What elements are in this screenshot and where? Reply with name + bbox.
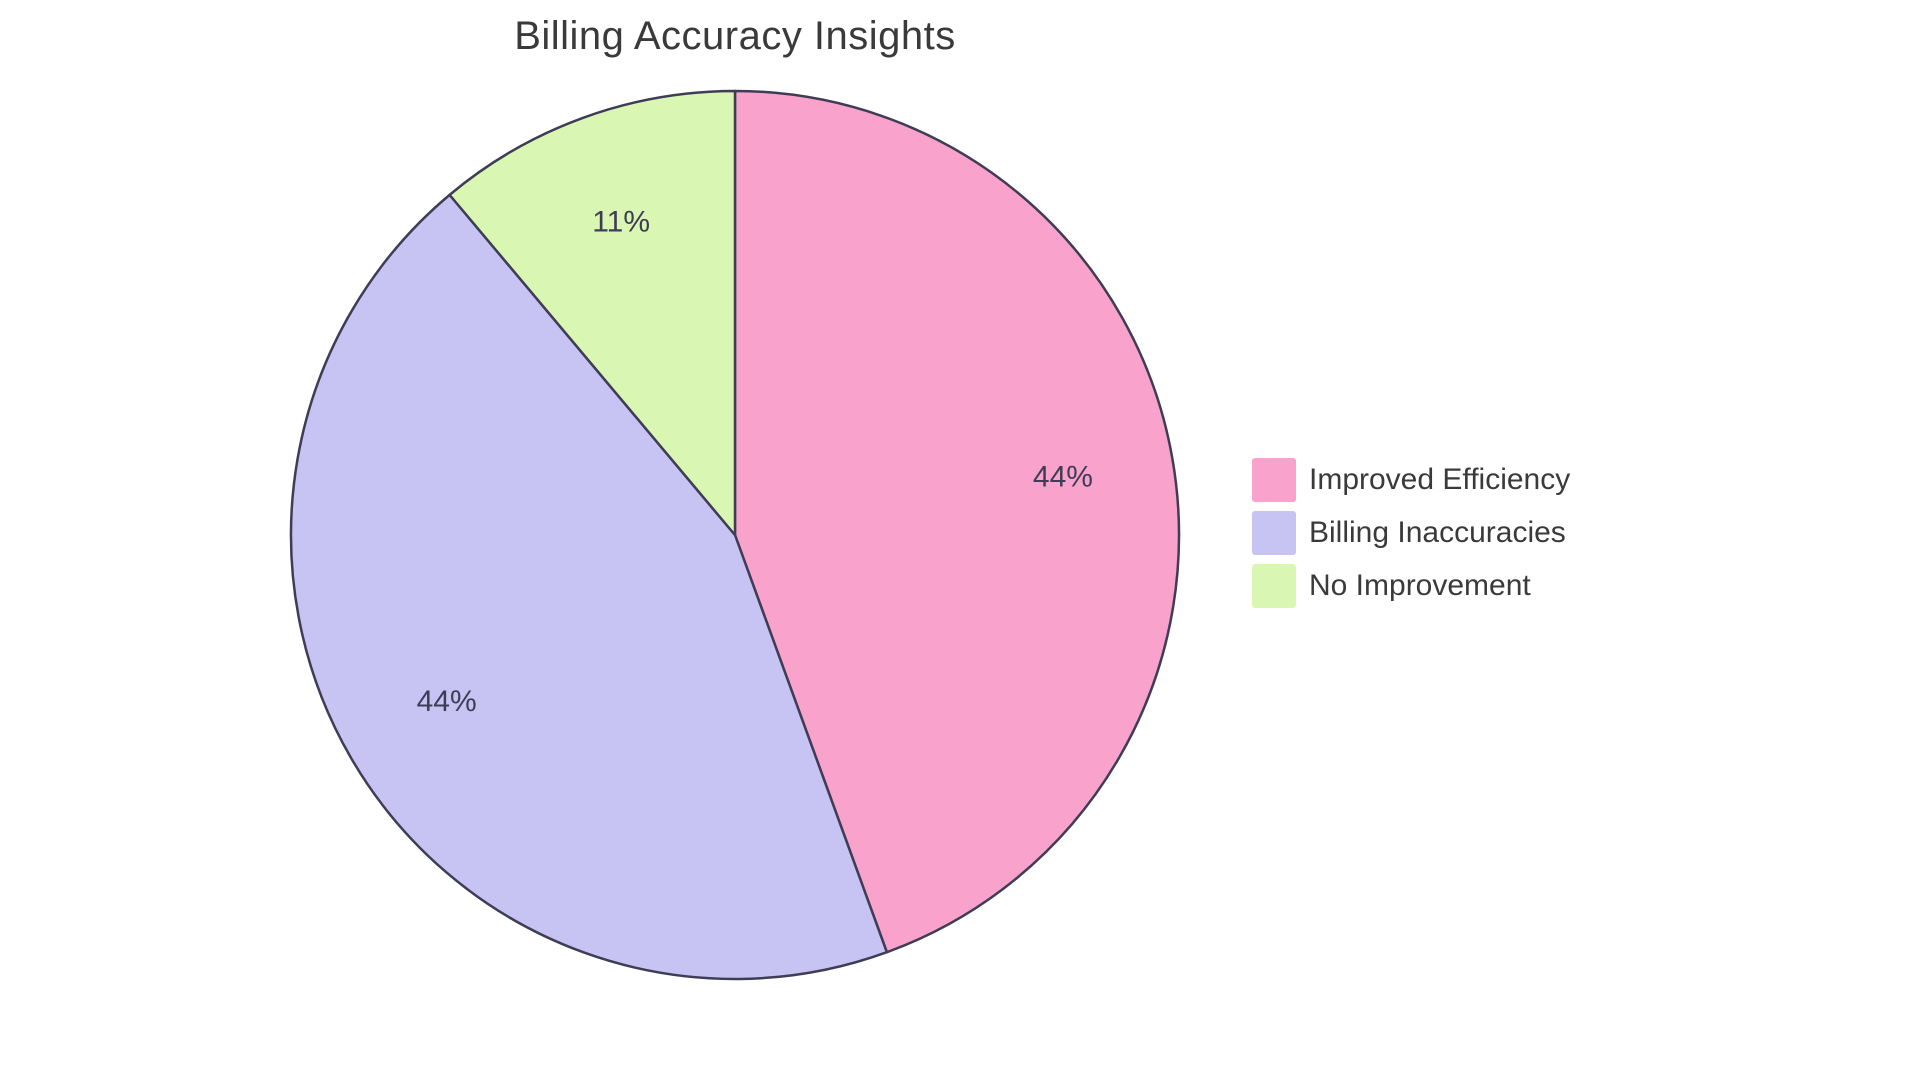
legend-item-2: No Improvement [1252,564,1570,608]
pie-slice-0 [733,89,1181,954]
legend-swatch-2 [1252,564,1296,608]
pie-chart: 44% 44% 11% [289,89,1181,981]
slice-label-2: 11% [592,206,650,239]
pie-slice-1 [289,193,889,981]
legend-label-1: Billing Inaccuracies [1309,516,1566,549]
legend-item-0: Improved Efficiency [1252,458,1570,502]
slice-label-1: 44% [417,685,477,718]
legend-swatch-1 [1252,511,1296,555]
legend-label-2: No Improvement [1309,569,1531,602]
legend: Improved Efficiency Billing Inaccuracies N… [1252,458,1570,608]
pie-slice-2 [448,89,737,537]
chart-title: Billing Accuracy Insights [514,14,956,58]
legend-swatch-0 [1252,458,1296,502]
legend-item-1: Billing Inaccuracies [1252,511,1570,555]
slice-label-0: 44% [1033,461,1093,494]
legend-label-0: Improved Efficiency [1309,463,1571,496]
